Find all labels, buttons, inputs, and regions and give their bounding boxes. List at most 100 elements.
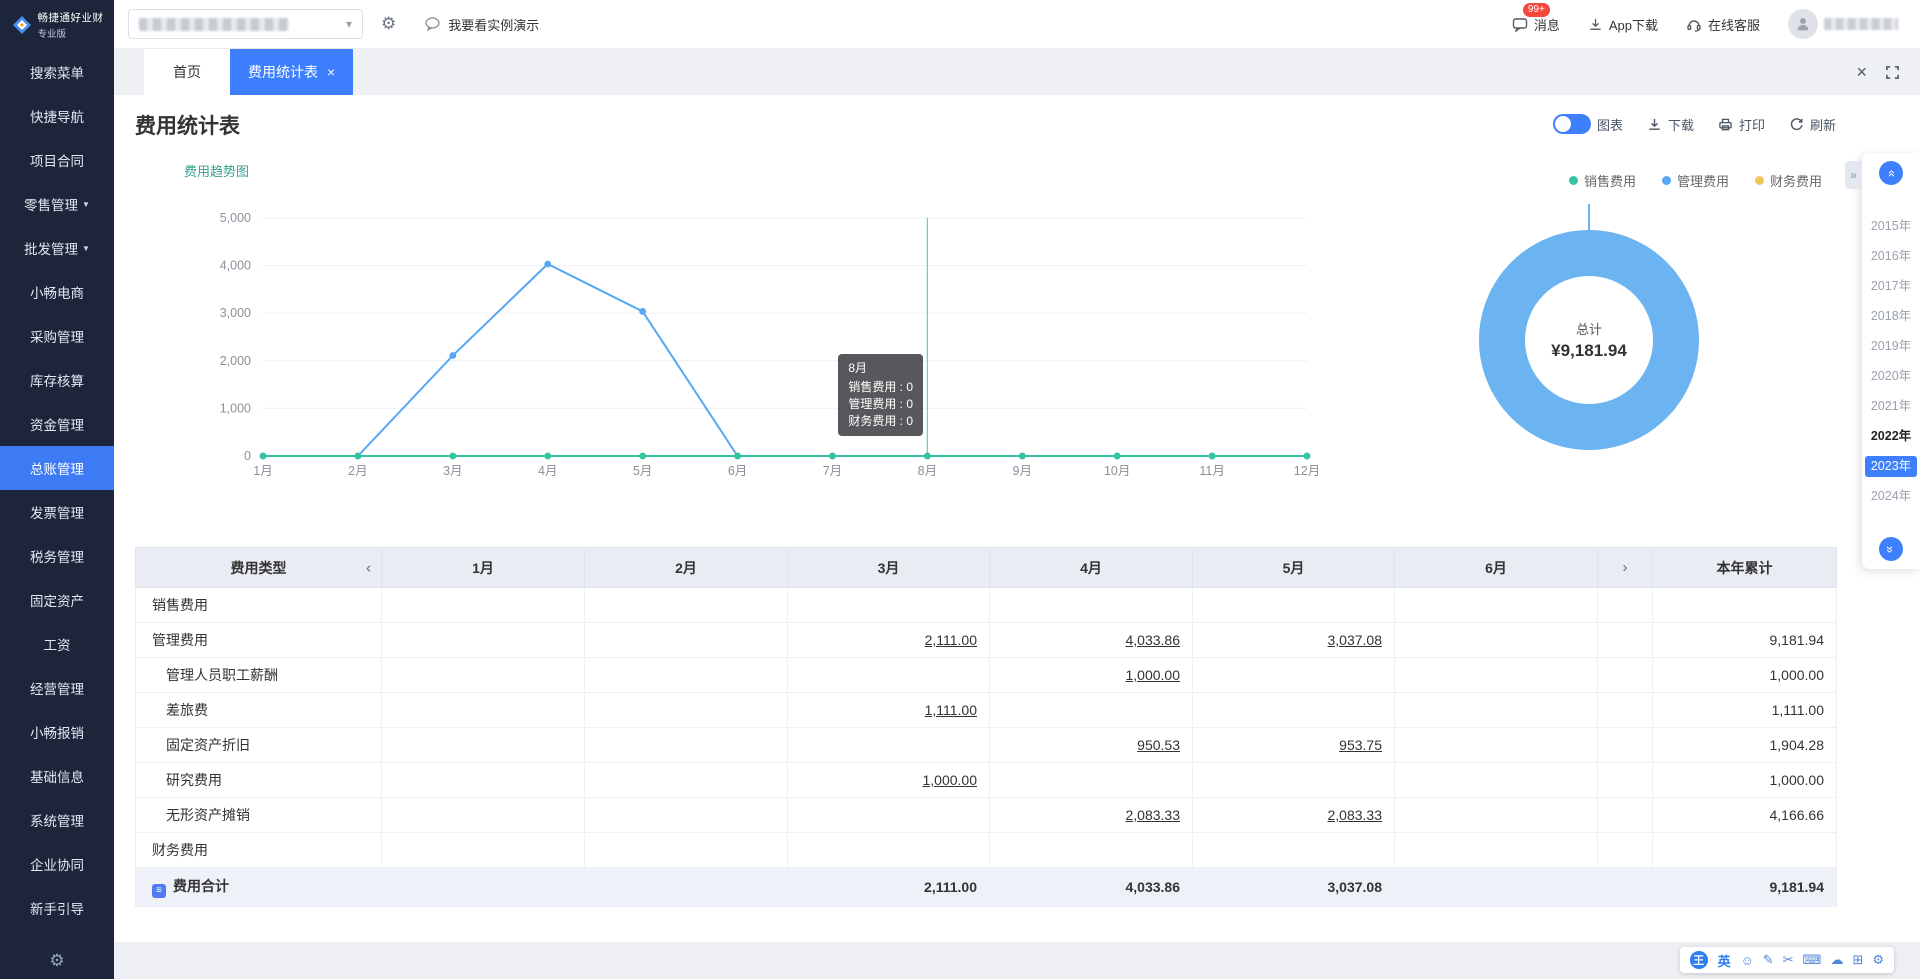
sidebar-item[interactable]: 新手引导 [0,886,114,930]
month-value-cell [1394,587,1598,623]
year-item[interactable]: 2022年 [1870,428,1912,443]
donut-total-value: ¥9,181.94 [1551,341,1627,360]
donut-center: 总计 ¥9,181.94 [1525,276,1653,404]
drilldown-link[interactable]: 953.75 [1339,737,1382,753]
drilldown-link[interactable]: 2,083.33 [1327,807,1383,823]
year-scroll-down-button[interactable]: » [1879,537,1903,561]
sidebar-item[interactable]: 小畅电商 [0,270,114,314]
month-value-cell [381,622,585,658]
ime-settings-icon[interactable]: ⚙ [1872,952,1884,967]
drilldown-link[interactable]: 1,000.00 [1125,667,1181,683]
collapse-year-panel-handle[interactable]: » [1845,161,1862,189]
year-item[interactable]: 2019年 [1870,338,1912,353]
sidebar-item[interactable]: 总账管理 [0,446,114,490]
sidebar-item[interactable]: 小畅报销 [0,710,114,754]
refresh-button[interactable]: 刷新 [1789,115,1836,134]
drilldown-link[interactable]: 2,111.00 [924,632,977,648]
trend-chart-title: 费用趋势图 [184,164,250,179]
year-item[interactable]: 2024年 [1870,488,1912,503]
svg-text:10月: 10月 [1104,464,1130,478]
row-label: 差旅费 [166,702,208,718]
year-item[interactable]: 2023年 [1864,455,1918,477]
sidebar-item[interactable]: 库存核算 [0,358,114,402]
year-scroll-up-button[interactable]: » [1879,161,1903,185]
org-selector[interactable]: ▾ [128,9,363,39]
print-button[interactable]: 打印 [1718,115,1765,134]
sidebar-item[interactable]: 搜索菜单 [0,50,114,94]
main-content: 费用统计表 图表 下载 打印 [114,95,1920,942]
year-item[interactable]: 2015年 [1870,218,1912,233]
app-download-button[interactable]: App下载 [1588,15,1658,34]
drilldown-link[interactable]: 2,083.33 [1125,807,1181,823]
svg-text:6月: 6月 [728,464,747,478]
tooltip-month: 8月 [848,361,867,375]
year-total-cell: 1,000.00 [1652,762,1837,798]
download-button[interactable]: 下载 [1647,115,1694,134]
drilldown-link[interactable]: 1,000.00 [922,772,978,788]
emoji-icon[interactable]: ☺ [1740,952,1754,968]
apps-grid-icon[interactable]: ⊞ [1852,952,1864,967]
online-support-button[interactable]: 在线客服 [1686,15,1760,34]
sidebar-item[interactable]: 经营管理 [0,666,114,710]
month-value-cell [381,692,585,728]
handwriting-icon[interactable]: ✎ [1762,952,1774,967]
drilldown-link[interactable]: 3,037.08 [1327,632,1383,648]
year-total-cell: 1,904.28 [1652,727,1837,763]
screenshot-scissors-icon[interactable]: ✂ [1782,952,1794,967]
month-value-cell [381,657,585,693]
sidebar-item[interactable]: 资金管理 [0,402,114,446]
year-item[interactable]: 2018年 [1870,308,1912,323]
sidebar-item[interactable]: 发票管理 [0,490,114,534]
chart-toggle[interactable] [1552,114,1591,134]
sidebar-item[interactable]: 快捷导航 [0,94,114,138]
sidebar-item[interactable]: 系统管理 [0,798,114,842]
next-months-icon[interactable]: › [1622,559,1628,576]
messages-badge: 99+ [1522,2,1550,17]
legend-label: 管理费用 [1676,174,1729,189]
sidebar-item[interactable]: 基础信息 [0,754,114,798]
year-item[interactable]: 2016年 [1870,248,1912,263]
legend-item[interactable]: 管理费用 [1661,171,1729,190]
scroll-spacer-cell [1597,622,1653,658]
month-value-cell [381,587,585,623]
tab-close-icon[interactable]: × [327,64,336,80]
sidebar-item[interactable]: 税务管理 [0,534,114,578]
close-all-tabs-icon[interactable]: × [1856,61,1867,82]
tab-expense-statistics[interactable]: 费用统计表 × [230,49,354,95]
skin-cloud-icon[interactable]: ☁ [1830,952,1844,967]
sidebar-item[interactable]: 批发管理 ▼ [0,226,114,270]
messages-button[interactable]: 99+ 消息 [1512,2,1560,34]
legend-item[interactable]: 销售费用 [1568,171,1636,190]
year-item[interactable]: 2020年 [1870,368,1912,383]
drilldown-link[interactable]: 4,033.86 [1125,632,1181,648]
sidebar-item[interactable]: 零售管理 ▼ [0,182,114,226]
year-panel: » » 2015年 2016年 2017年 2018年 2019年 2020年 2021年 2… [1845,153,1920,569]
tab-home[interactable]: 首页 [144,49,230,95]
ime-language-indicator[interactable]: 英 [1717,953,1731,969]
drilldown-link[interactable]: 1,111.00 [924,702,977,718]
sidebar-item[interactable]: 项目合同 [0,138,114,182]
year-item[interactable]: 2017年 [1870,278,1912,293]
ime-logo-icon[interactable]: 王 [1689,951,1708,969]
sidebar-item[interactable]: 工资 [0,622,114,666]
row-label-cell: 销售费用 [135,587,382,623]
user-account[interactable] [1788,9,1898,39]
sidebar-item[interactable]: 企业协同 [0,842,114,886]
month-value-cell [1394,657,1598,693]
legend-item[interactable]: 财务费用 [1754,171,1822,190]
fullscreen-icon[interactable] [1885,65,1900,80]
scroll-spacer-cell [1597,587,1653,623]
logo-subtitle: 专业版 [37,29,67,40]
row-label-cell: 管理人员职工薪酬 [135,657,382,693]
sidebar-item[interactable]: 固定资产 [0,578,114,622]
demo-link[interactable]: 我要看实例演示 [424,15,539,34]
month-value-cell: 1,000.00 [989,657,1193,693]
sidebar-settings-gear-icon[interactable]: ⚙ [49,951,65,970]
sidebar-item[interactable]: 采购管理 [0,314,114,358]
prev-months-icon[interactable]: ‹ [366,559,371,576]
keyboard-icon[interactable]: ⌨ [1802,952,1822,967]
expense-table: 费用类型 ‹ 1月 2月 3月 4月 5月 6月 › 本年累计 销售费用 管理费用 2,111.00 4,… [135,547,1837,907]
settings-gear-icon[interactable]: ⚙ [381,14,397,33]
drilldown-link[interactable]: 950.53 [1137,737,1180,753]
year-item[interactable]: 2021年 [1870,398,1912,413]
